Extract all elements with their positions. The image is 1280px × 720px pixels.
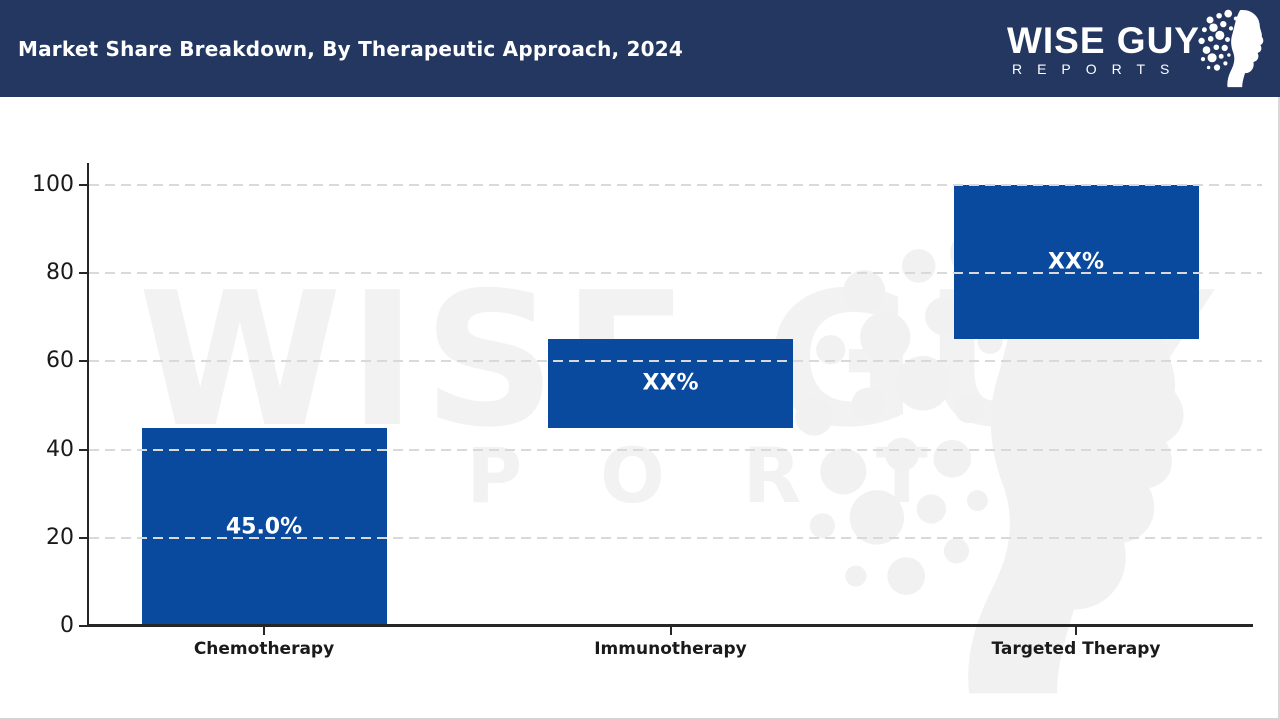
y-tick-0 bbox=[79, 625, 87, 627]
gridline-20 bbox=[89, 536, 1262, 539]
y-tick-label-100: 100 bbox=[32, 172, 74, 197]
y-tick-100 bbox=[79, 184, 87, 186]
y-tick-label-0: 0 bbox=[60, 613, 74, 638]
bar-chemotherapy: 45.0% bbox=[141, 427, 387, 626]
logo-wordmark-line2: REPORTS bbox=[1011, 60, 1185, 77]
gridline-80 bbox=[89, 272, 1262, 275]
gridline-100 bbox=[89, 184, 1262, 186]
bar-value-label: XX% bbox=[1048, 249, 1104, 275]
x-category-label: Chemotherapy bbox=[193, 639, 335, 659]
x-category-label: Immunotherapy bbox=[594, 639, 747, 659]
x-tick-1 bbox=[263, 627, 265, 635]
logo-wordmark-line1: WISE GUY bbox=[1006, 19, 1200, 61]
bar-value-label: XX% bbox=[642, 370, 699, 396]
gridline-60 bbox=[89, 360, 1262, 363]
y-tick-label-40: 40 bbox=[46, 436, 74, 462]
image-right-border bbox=[1278, 97, 1280, 720]
logo-face-icon bbox=[1196, 8, 1266, 90]
x-category-label: Targeted Therapy bbox=[991, 639, 1161, 659]
gridline-40 bbox=[89, 448, 1262, 451]
chart-title: Market Share Breakdown, By Therapeutic A… bbox=[18, 36, 683, 61]
y-tick-20 bbox=[79, 536, 87, 539]
x-axis-spine bbox=[87, 624, 1253, 627]
bar-targeted-therapy: XX% bbox=[953, 185, 1199, 340]
y-tick-label-20: 20 bbox=[46, 524, 74, 550]
y-tick-label-60: 60 bbox=[46, 348, 74, 374]
wiseguy-logo: WISE GUY REPORTS bbox=[1007, 8, 1266, 90]
y-tick-80 bbox=[79, 272, 87, 275]
y-tick-label-80: 80 bbox=[46, 260, 74, 286]
header-bar: Market Share Breakdown, By Therapeutic A… bbox=[0, 0, 1280, 97]
y-axis-spine bbox=[87, 163, 89, 626]
bar-value-label: 45.0% bbox=[225, 514, 303, 540]
x-tick-2 bbox=[669, 627, 672, 635]
x-tick-3 bbox=[1075, 627, 1077, 635]
y-tick-40 bbox=[79, 448, 87, 451]
y-tick-60 bbox=[79, 360, 87, 363]
bar-immunotherapy: XX% bbox=[548, 339, 793, 428]
logo-wordmark: WISE GUY REPORTS bbox=[1007, 22, 1200, 76]
image-bottom-border bbox=[0, 718, 1280, 720]
